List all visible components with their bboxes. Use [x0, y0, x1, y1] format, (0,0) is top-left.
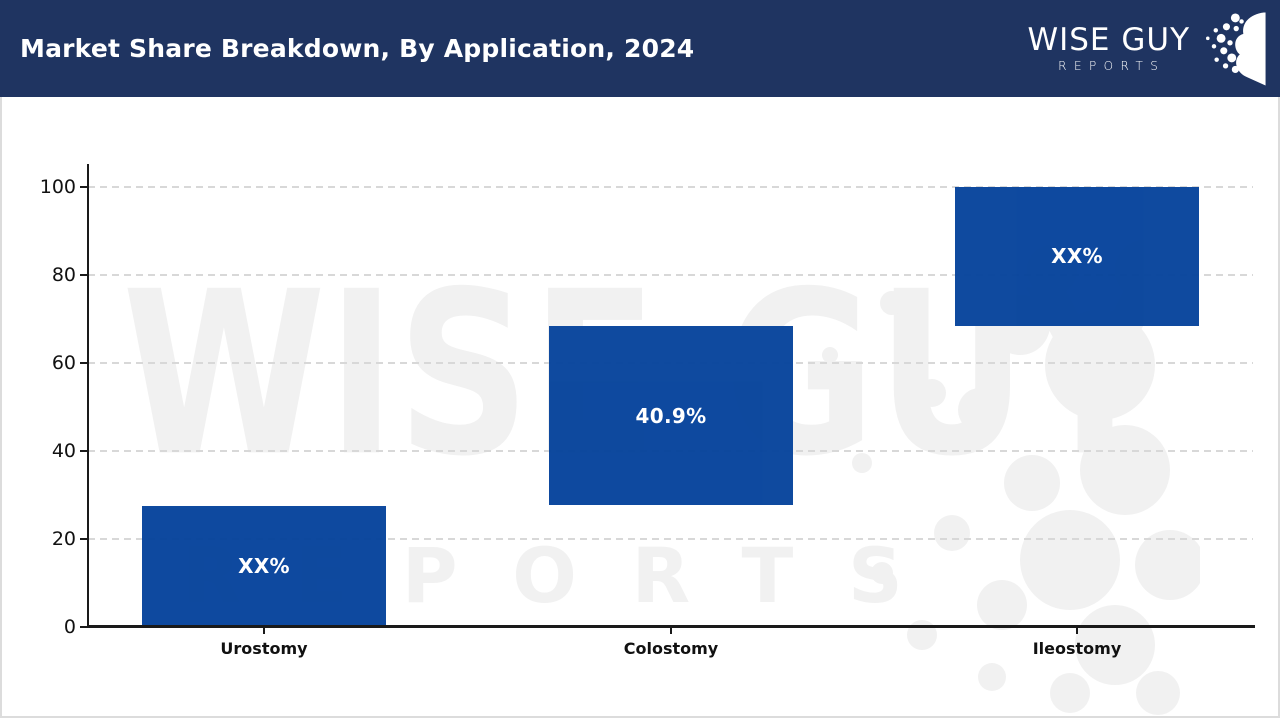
- bar-value-label: XX%: [1051, 244, 1103, 269]
- bar: XX%: [955, 186, 1199, 326]
- bar: XX%: [142, 505, 386, 627]
- y-tick-label: 60: [51, 351, 76, 374]
- y-tick-mark: [80, 273, 88, 276]
- y-tick-label: 20: [51, 527, 76, 550]
- x-tick-label: Colostomy: [623, 639, 719, 658]
- y-tick-mark: [80, 361, 88, 364]
- bar: 40.9%: [549, 325, 793, 506]
- y-tick-label: 40: [51, 439, 76, 462]
- x-tick-label: Urostomy: [220, 639, 308, 658]
- y-tick-label: 0: [63, 615, 76, 638]
- header-bar: Market Share Breakdown, By Application, …: [0, 0, 1280, 97]
- y-tick-label: 80: [51, 263, 76, 286]
- y-axis-line: [87, 164, 89, 627]
- brand-name: WISE GUY: [1027, 22, 1190, 58]
- gridline: [88, 537, 1253, 540]
- dotted-face-icon: [1206, 12, 1266, 86]
- gridline: [88, 273, 1253, 276]
- y-tick-mark: [80, 537, 88, 540]
- brand-subtitle: REPORTS: [1058, 59, 1166, 73]
- x-tick-mark: [263, 628, 265, 634]
- x-tick-mark: [670, 628, 672, 634]
- x-tick-label: Ileostomy: [1032, 639, 1122, 658]
- brand-logo: WISE GUY REPORTS: [1006, 8, 1266, 90]
- gridline: [88, 185, 1253, 188]
- bar-value-label: XX%: [238, 554, 290, 578]
- x-axis-line: [87, 625, 1255, 628]
- page-title: Market Share Breakdown, By Application, …: [20, 34, 695, 63]
- brand-logo-text: WISE GUY REPORTS: [1027, 22, 1190, 74]
- y-tick-mark: [80, 185, 88, 188]
- x-tick-mark: [1076, 628, 1078, 634]
- bar-value-label: 40.9%: [635, 403, 707, 428]
- y-tick-label: 100: [39, 175, 76, 198]
- y-tick-mark: [80, 449, 88, 452]
- y-tick-mark: [80, 625, 88, 628]
